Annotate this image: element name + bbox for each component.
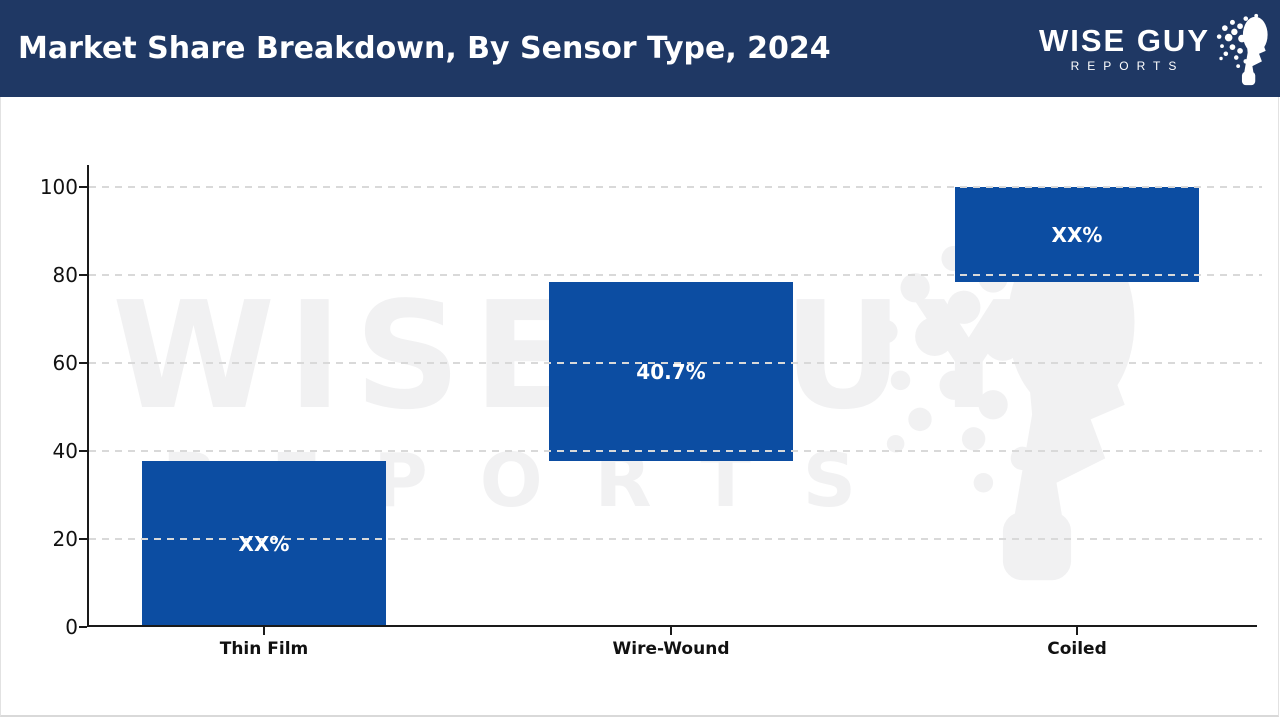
gridline-100	[89, 186, 1262, 188]
y-tick-0	[79, 626, 87, 628]
gridline-80	[89, 274, 1262, 276]
bar-thin-film	[142, 461, 386, 627]
category-label-wire-wound: Wire-Wound	[612, 639, 730, 659]
x-tick-thin-film	[263, 627, 265, 635]
y-tick-label-60: 60	[52, 351, 78, 375]
y-tick-100	[79, 186, 87, 188]
bar-wire-wound	[549, 282, 793, 462]
y-tick-label-0: 0	[65, 615, 78, 639]
plot-frame	[0, 97, 1279, 717]
y-tick-60	[79, 362, 87, 364]
y-tick-20	[79, 538, 87, 540]
brand-name: WISE GUY	[1038, 23, 1210, 58]
y-tick-40	[79, 450, 87, 452]
category-label-thin-film: Thin Film	[219, 639, 309, 659]
x-tick-wire-wound	[670, 627, 672, 635]
x-axis-spine	[87, 625, 1257, 627]
category-label-coiled: Coiled	[1047, 639, 1107, 659]
y-tick-label-40: 40	[52, 439, 78, 463]
gridline-60	[89, 362, 1262, 364]
y-tick-label-20: 20	[52, 527, 78, 551]
header-bar: Market Share Breakdown, By Sensor Type, …	[0, 0, 1280, 97]
y-tick-80	[79, 274, 87, 276]
bar-value-label-thin-film: XX%	[238, 532, 290, 557]
wiseguy-head-icon	[1216, 13, 1268, 85]
x-tick-coiled	[1076, 627, 1078, 635]
bar-coiled	[955, 187, 1199, 283]
brand-logo: WISE GUY REPORTS	[1039, 11, 1270, 87]
watermark-head-icon	[874, 214, 1135, 581]
chart-title: Market Share Breakdown, By Sensor Type, …	[18, 31, 831, 66]
gridline-40	[89, 450, 1262, 452]
brand-logo-text: WISE GUY REPORTS	[1039, 25, 1210, 72]
y-tick-label-100: 100	[39, 175, 78, 199]
y-tick-label-80: 80	[52, 263, 78, 287]
bar-value-label-wire-wound: 40.7%	[636, 359, 706, 384]
y-axis-spine	[87, 165, 89, 627]
bar-value-label-coiled: XX%	[1051, 222, 1103, 247]
gridline-20	[89, 538, 1262, 540]
brand-subtitle: REPORTS	[1070, 59, 1185, 73]
